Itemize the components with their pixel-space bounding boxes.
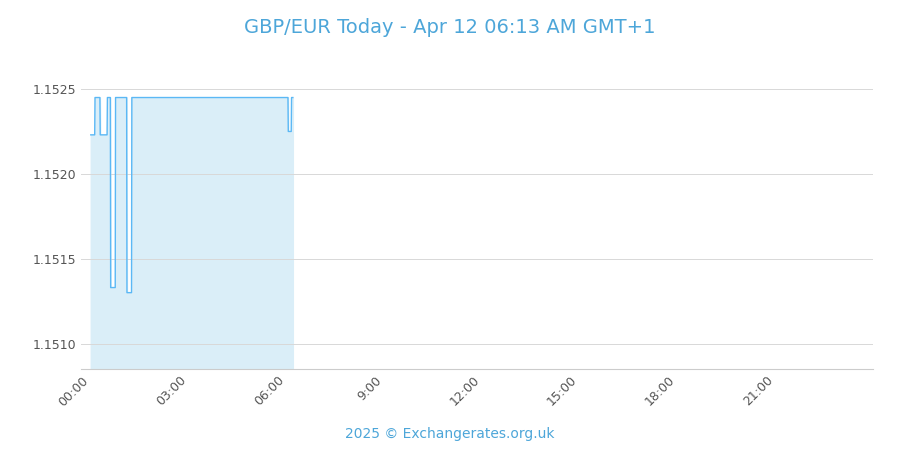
Text: GBP/EUR Today - Apr 12 06:13 AM GMT+1: GBP/EUR Today - Apr 12 06:13 AM GMT+1 bbox=[244, 18, 656, 37]
Text: 2025 © Exchangerates.org.uk: 2025 © Exchangerates.org.uk bbox=[346, 427, 554, 441]
